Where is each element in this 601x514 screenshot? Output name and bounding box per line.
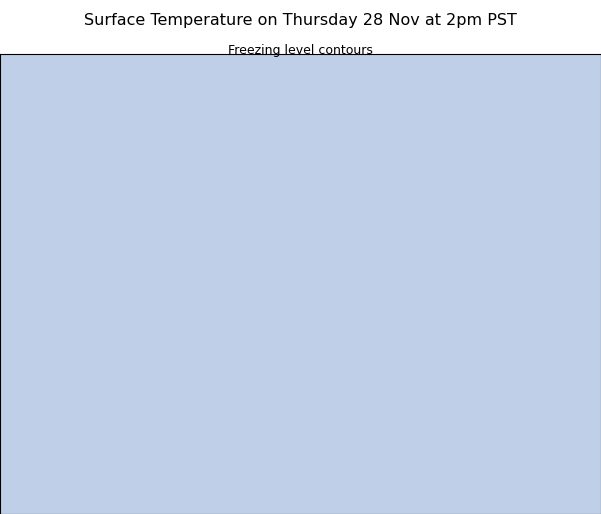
Text: Surface Temperature on Thursday 28 Nov at 2pm PST: Surface Temperature on Thursday 28 Nov a… xyxy=(84,13,517,28)
Text: Freezing level contours: Freezing level contours xyxy=(228,44,373,57)
